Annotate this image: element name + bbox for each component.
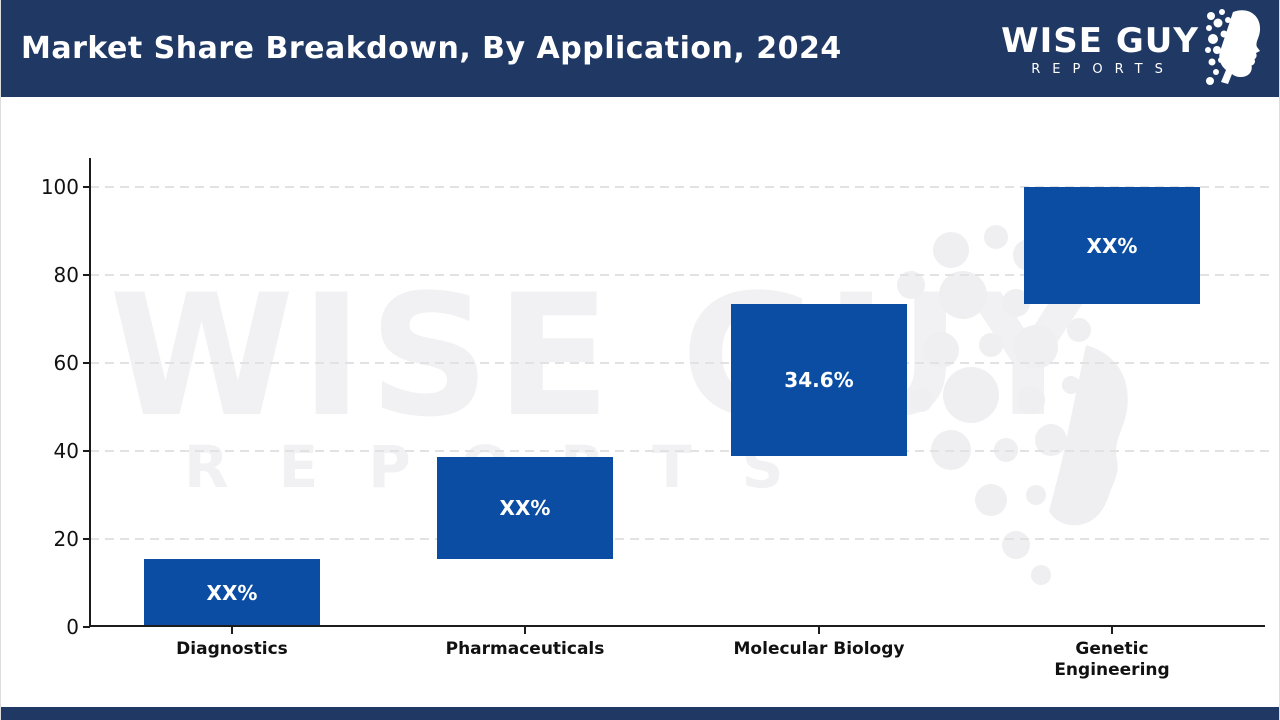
logo-wordmark: WISE GUY xyxy=(1001,21,1199,62)
y-tick-label-40: 40 xyxy=(53,439,79,463)
gridline-40 xyxy=(90,450,1273,452)
x-tick-0 xyxy=(231,627,233,634)
bar-molecular-biology: 34.6% xyxy=(731,304,907,457)
y-tick-40 xyxy=(83,450,90,452)
logo-subtitle: REPORTS xyxy=(1031,61,1175,77)
x-tick-1 xyxy=(524,627,526,634)
y-tick-80 xyxy=(83,274,90,276)
y-tick-label-20: 20 xyxy=(53,527,79,551)
bar-genetic-engineering: XX% xyxy=(1024,187,1200,305)
category-label-1: Pharmaceuticals xyxy=(445,639,605,659)
footer-band xyxy=(1,707,1279,720)
gridline-80 xyxy=(90,274,1273,276)
y-tick-20 xyxy=(83,538,90,540)
y-tick-100 xyxy=(83,186,90,188)
y-tick-label-60: 60 xyxy=(53,351,79,375)
category-label-0: Diagnostics xyxy=(176,639,288,659)
dotted-face-profile-icon xyxy=(1203,6,1265,94)
bar-value-label: XX% xyxy=(499,495,551,520)
bar-value-label: XX% xyxy=(206,580,258,605)
x-axis-line xyxy=(89,625,1265,627)
x-tick-2 xyxy=(818,627,820,634)
bar-value-label: 34.6% xyxy=(784,368,854,393)
y-tick-0 xyxy=(83,626,90,628)
header-band: Market Share Breakdown, By Application, … xyxy=(1,0,1279,97)
wiseguy-logo: WISE GUY REPORTS xyxy=(1001,6,1265,94)
watermark-dotted-face-icon xyxy=(851,215,1151,599)
bar-pharmaceuticals: XX% xyxy=(437,456,613,559)
x-tick-3 xyxy=(1111,627,1113,634)
y-tick-label-0: 0 xyxy=(66,615,79,639)
y-tick-label-100: 100 xyxy=(40,175,79,199)
bar-diagnostics: XX% xyxy=(144,558,320,627)
chart-title: Market Share Breakdown, By Application, … xyxy=(21,31,842,66)
y-axis-line xyxy=(89,158,91,627)
category-label-3: Genetic Engineering xyxy=(1054,639,1170,681)
y-tick-label-80: 80 xyxy=(53,263,79,287)
category-label-2: Molecular Biology xyxy=(733,639,905,659)
gridline-100 xyxy=(90,186,1273,188)
bar-value-label: XX% xyxy=(1086,233,1138,258)
gridline-60 xyxy=(90,362,1273,364)
gridline-20 xyxy=(90,538,1273,540)
y-tick-60 xyxy=(83,362,90,364)
wiseguy-logo-text: WISE GUY REPORTS xyxy=(1001,21,1199,77)
